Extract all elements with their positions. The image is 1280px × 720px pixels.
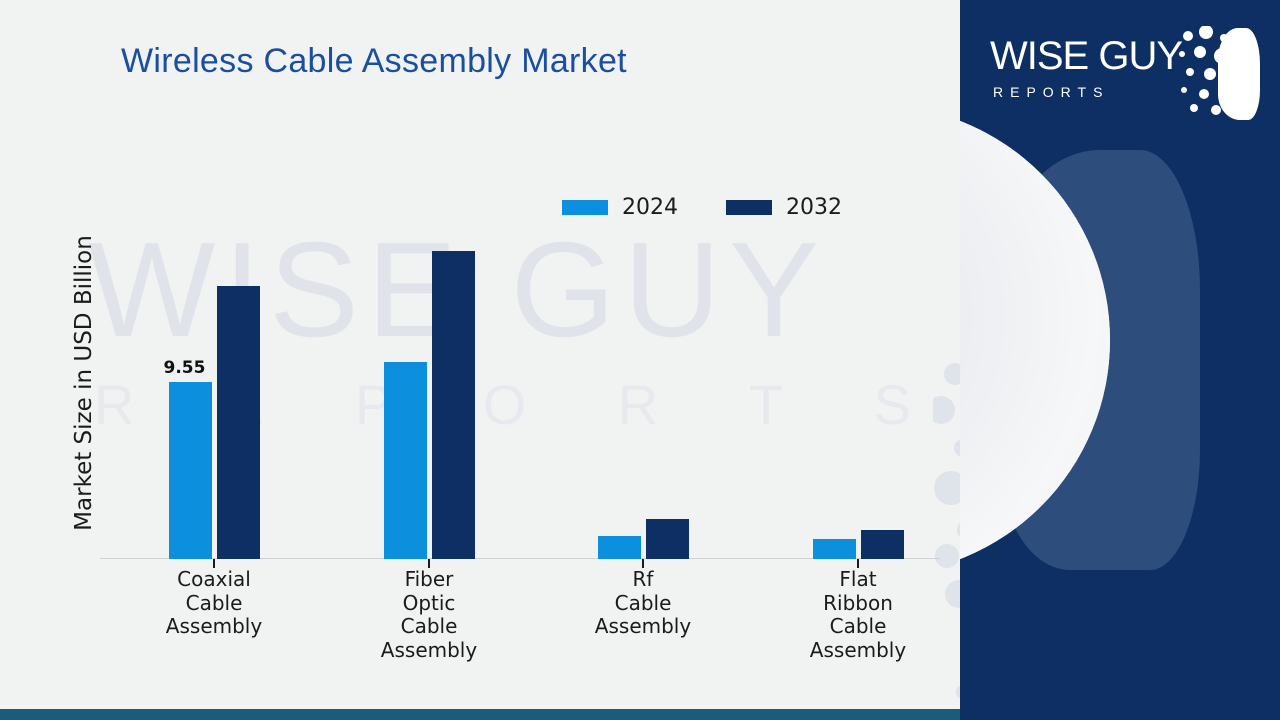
category-label-line: Flat xyxy=(839,567,877,591)
x-axis-tick xyxy=(428,559,430,568)
chart-canvas: WISE GUY R E P O R T S Wireless Cable xyxy=(71,42,1063,720)
category-label-line: Cable xyxy=(614,590,672,615)
logo-secondary-text: REPORTS xyxy=(993,84,1110,100)
x-axis-category-label: Rf Cable Assembly xyxy=(543,567,743,639)
legend-label-2032: 2032 xyxy=(786,194,842,220)
x-axis-tick xyxy=(642,559,644,568)
x-axis-tick xyxy=(213,559,215,568)
bar-2024[interactable] xyxy=(812,538,856,559)
legend-swatch-2032 xyxy=(726,199,772,215)
legend-item-2024[interactable]: 2024 xyxy=(562,195,678,220)
bar-2032[interactable] xyxy=(216,286,260,559)
x-axis-tick xyxy=(857,559,859,568)
panel-bottom-accent xyxy=(960,709,1280,720)
page-title: Wireless Cable Assembly Market xyxy=(121,42,627,80)
category-label-line: Fiber xyxy=(404,567,454,591)
bar-2032[interactable] xyxy=(860,530,904,559)
x-axis-category-label: Coaxial Cable Assembly xyxy=(114,567,314,639)
category-label-line: Assembly xyxy=(809,637,907,662)
bottom-accent-bar xyxy=(0,709,960,720)
bar-group xyxy=(383,160,475,568)
bar-2024[interactable] xyxy=(383,362,427,559)
logo-primary-text: WISE GUY xyxy=(990,34,1183,78)
category-label-line: Assembly xyxy=(380,637,478,662)
x-axis-category-label: Fiber Optic Cable Assembly xyxy=(329,567,529,662)
legend-item-2032[interactable]: 2032 xyxy=(726,195,842,220)
bar-2024[interactable] xyxy=(597,535,641,559)
category-label-line: Cable xyxy=(829,614,887,638)
bar-2032[interactable] xyxy=(431,250,475,559)
bar-group: 9.55 xyxy=(164,160,260,568)
bar-value-label: 9.55 xyxy=(163,357,206,378)
category-label-line: Ribbon xyxy=(823,590,893,615)
brand-panel xyxy=(960,0,1280,720)
logo-head-nose-icon xyxy=(1240,68,1260,90)
x-axis-category-label: Flat Ribbon Cable Assembly xyxy=(758,567,958,662)
bar-group xyxy=(812,160,904,568)
plot-area: 9.55 Coaxial Cable Assembly Fiber Optic Cable A… xyxy=(100,160,940,661)
category-label-line: Cable xyxy=(185,590,243,615)
bar-group xyxy=(597,160,689,568)
chart-legend: 2024 2032 xyxy=(562,195,842,220)
category-label-line: Optic xyxy=(402,590,456,615)
legend-label-2024: 2024 xyxy=(622,194,678,220)
legend-swatch-2024 xyxy=(562,199,608,215)
category-label-line: Coaxial xyxy=(177,567,251,591)
bar-2024[interactable] xyxy=(168,381,212,559)
category-label-line: Assembly xyxy=(594,614,692,638)
category-label-line: Assembly xyxy=(165,614,263,638)
x-axis-baseline xyxy=(100,558,940,559)
bar-2032[interactable] xyxy=(645,519,689,559)
y-axis-label: Market Size in USD Billion xyxy=(71,235,97,531)
category-label-line: Cable xyxy=(400,614,458,638)
brand-logo[interactable]: WISE GUY REPORTS xyxy=(990,26,1260,120)
category-label-line: Rf xyxy=(632,567,654,591)
